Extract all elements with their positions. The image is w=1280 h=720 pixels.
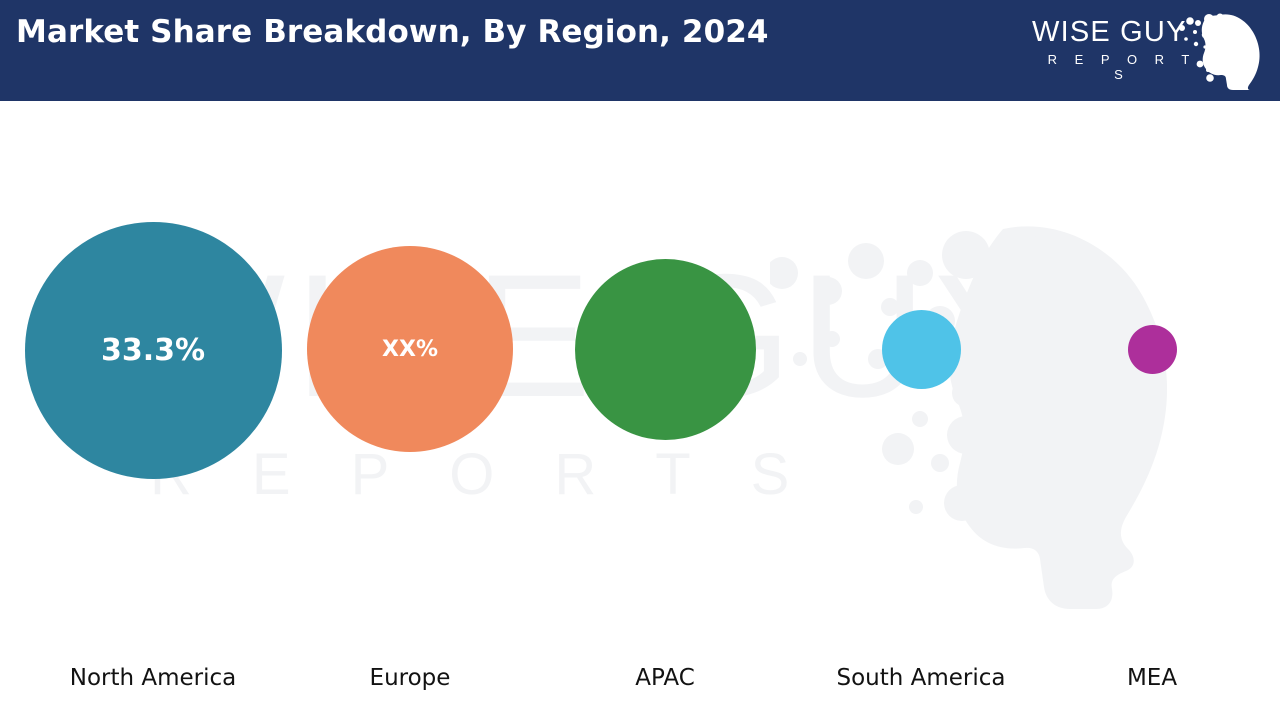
category-axis-labels: North America Europe APAC South America …: [0, 665, 1280, 705]
category-label-south-america: South America: [836, 665, 1006, 691]
logo-reports-text: R E P O R T S: [1047, 52, 1197, 82]
category-label-europe: Europe: [369, 665, 451, 691]
bubble-mea[interactable]: [1127, 324, 1177, 374]
bubble-label-europe: XX%: [382, 336, 438, 362]
bubble-label-north-america: 33.3%: [100, 332, 206, 368]
page-title: Market Share Breakdown, By Region, 2024: [16, 14, 769, 50]
header-bar: Market Share Breakdown, By Region, 2024 …: [0, 0, 1280, 101]
bubble-chart-plot: 33.3% XX%: [0, 101, 1280, 720]
logo-head-icon: [1179, 13, 1260, 90]
logo-wiseguy-text: WISE GUY: [1032, 16, 1187, 48]
brand-logo: WISE GUY R E P O R T S: [1032, 12, 1262, 90]
category-label-mea: MEA: [1126, 665, 1178, 691]
bubble-north-america[interactable]: 33.3%: [24, 221, 282, 479]
category-label-north-america: North America: [69, 665, 237, 691]
bubble-apac[interactable]: [574, 258, 756, 440]
category-label-apac: APAC: [635, 665, 695, 691]
bubble-south-america[interactable]: [881, 309, 961, 389]
bubble-europe[interactable]: XX%: [307, 246, 513, 452]
